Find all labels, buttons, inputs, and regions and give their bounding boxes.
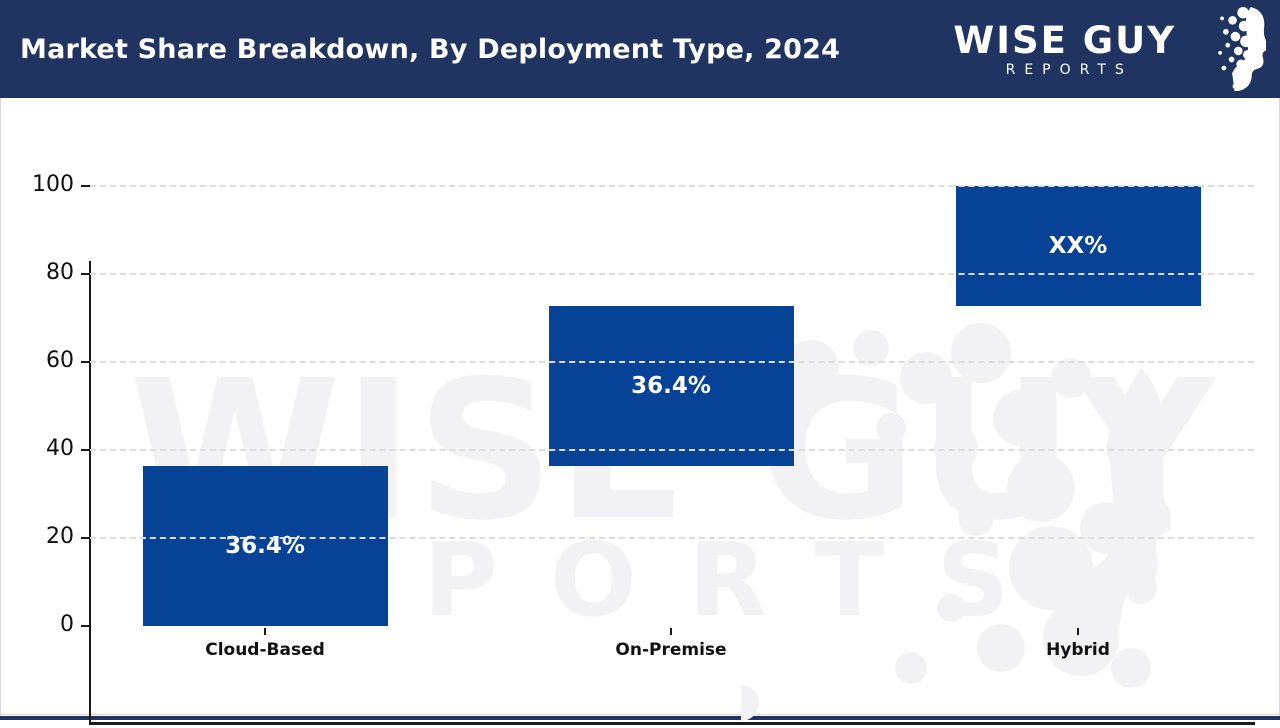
y-tick-mark: [81, 361, 90, 363]
gridline-y-40: [90, 449, 1254, 451]
bar-on-premise[interactable]: 36.4%: [548, 305, 794, 466]
bar-value-label: 36.4%: [631, 372, 711, 399]
y-tick-label: 60: [46, 348, 74, 373]
bar-hybrid[interactable]: XX%: [955, 186, 1201, 306]
bar-cloud-based[interactable]: 36.4%: [142, 465, 388, 626]
x-tick-label-hybrid: Hybrid: [1046, 640, 1110, 660]
y-tick-label: 0: [60, 612, 74, 637]
logo-face-icon: [1218, 6, 1266, 92]
x-tick-mark: [670, 628, 672, 635]
chart-figure: WISE GUY REPORTS 36.4% 36.4% XX% 0 20 40 60 80 1…: [0, 98, 1280, 725]
wise-guy-reports-logo: WISE GUY REPORTS: [953, 5, 1280, 93]
watermark-face-icon: [741, 323, 1171, 721]
x-tick-label-on-premise: On-Premise: [615, 640, 727, 660]
y-tick-mark: [81, 449, 90, 451]
bar-value-label: XX%: [1048, 232, 1108, 259]
gridline-y-60: [90, 361, 1254, 363]
gridline-y-80: [90, 273, 1254, 275]
page-title: Market Share Breakdown, By Deployment Ty…: [20, 33, 841, 65]
gridline-y-100: [90, 185, 1254, 187]
y-tick-label: 40: [46, 436, 74, 461]
logo-subtitle: REPORTS: [1005, 61, 1133, 78]
y-tick-mark: [81, 625, 90, 627]
gridline-y-20: [90, 537, 1254, 539]
x-tick-label-cloud-based: Cloud-Based: [205, 640, 325, 660]
x-axis-line: [89, 722, 1255, 725]
figure-bottom-border: [0, 714, 1280, 715]
y-tick-mark: [81, 273, 90, 275]
y-tick-mark: [81, 537, 90, 539]
x-tick-mark: [1077, 628, 1079, 635]
y-tick-label: 20: [46, 524, 74, 549]
header-bar: Market Share Breakdown, By Deployment Ty…: [0, 0, 1280, 98]
logo-wordmark: WISE GUY: [953, 18, 1176, 62]
y-tick-label: 80: [46, 260, 74, 285]
x-tick-mark: [264, 628, 266, 635]
logo-text: WISE GUY REPORTS: [953, 22, 1176, 77]
y-axis-line: [89, 261, 91, 725]
footer-accent-bar: [0, 716, 1280, 720]
y-tick-label: 100: [32, 172, 74, 197]
y-tick-mark: [81, 185, 90, 187]
